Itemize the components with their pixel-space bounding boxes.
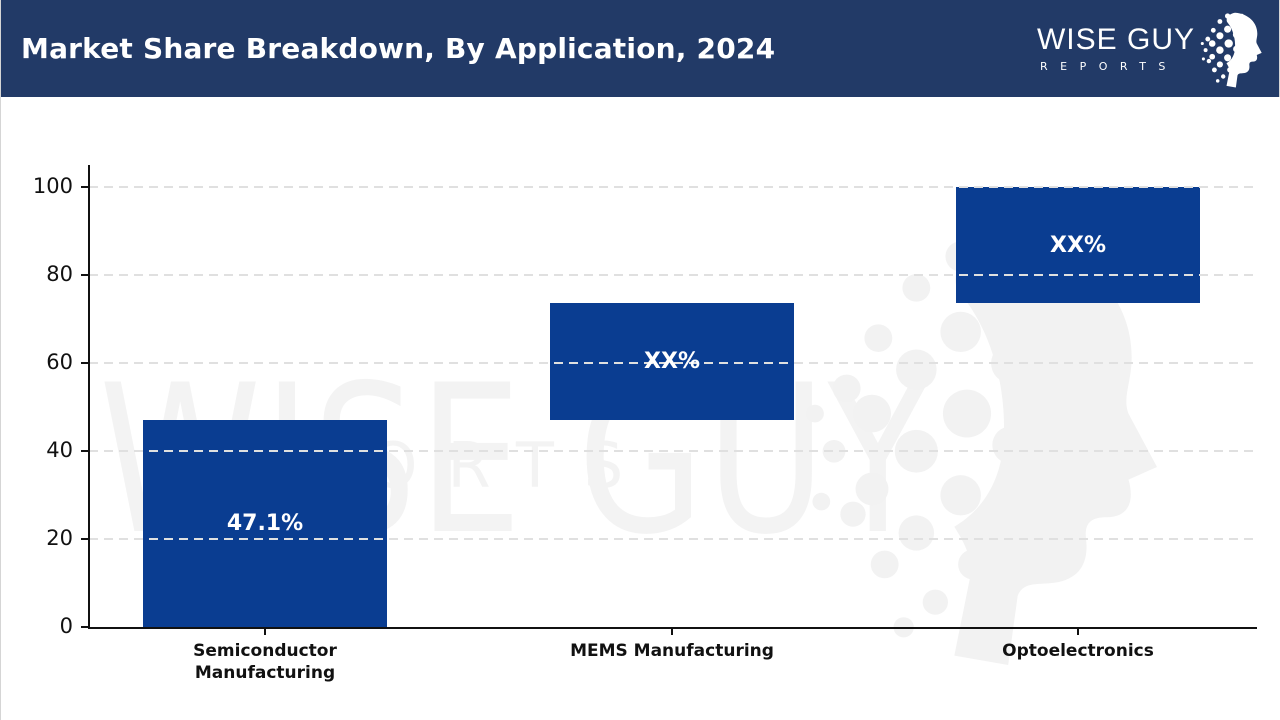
y-tick [81,186,89,188]
bar-value-label: XX% [644,348,700,374]
y-tick-label: 60 [46,350,73,374]
gridline-40 [89,450,1256,452]
bar-optoelectronics [956,187,1200,304]
header-bar: Market Share Breakdown, By Application, … [1,0,1279,97]
y-tick [81,538,89,540]
y-tick-label: 80 [46,262,73,286]
x-axis-line [88,627,1257,629]
x-tick [671,627,673,635]
brand-head-icon [1200,12,1262,88]
bar-mems-manufacturing [550,303,794,420]
brand-name: WISE GUY [1036,23,1195,56]
gridline-100 [89,186,1256,188]
plot-area: 47.1% XX% XX% 0 20 40 60 80 100 Semiconductor Man… [1,97,1280,720]
bar-semiconductor-manufacturing [143,419,387,627]
y-tick [81,450,89,452]
x-axis-label: Optoelectronics [1002,641,1154,661]
bar-value-label: 47.1% [226,510,304,536]
y-axis-line [88,165,90,629]
chart-canvas: WISE GUY REPORTS 47.1% XX% XX% 0 20 40 60 80 100… [1,97,1280,720]
y-tick [81,274,89,276]
x-tick [1077,627,1079,635]
gridline-80 [89,274,1256,276]
gridline-20 [89,538,1256,540]
y-tick-label: 0 [59,614,73,638]
y-tick [81,626,89,628]
x-axis-label: MEMS Manufacturing [570,641,774,661]
y-tick-label: 40 [46,438,73,462]
brand-subname: REPORTS [1039,60,1178,73]
x-axis-label: Semiconductor Manufacturing [193,641,337,684]
brand-logo: WISE GUY REPORTS [1037,10,1265,88]
x-tick [264,627,266,635]
bar-value-label: XX% [1050,232,1106,258]
y-tick-label: 100 [32,174,73,198]
y-tick [81,362,89,364]
gridline-60 [89,362,1256,364]
brand-logo-text: WISE GUY REPORTS [1036,23,1195,73]
page-title: Market Share Breakdown, By Application, … [21,32,776,65]
y-tick-label: 20 [46,526,73,550]
